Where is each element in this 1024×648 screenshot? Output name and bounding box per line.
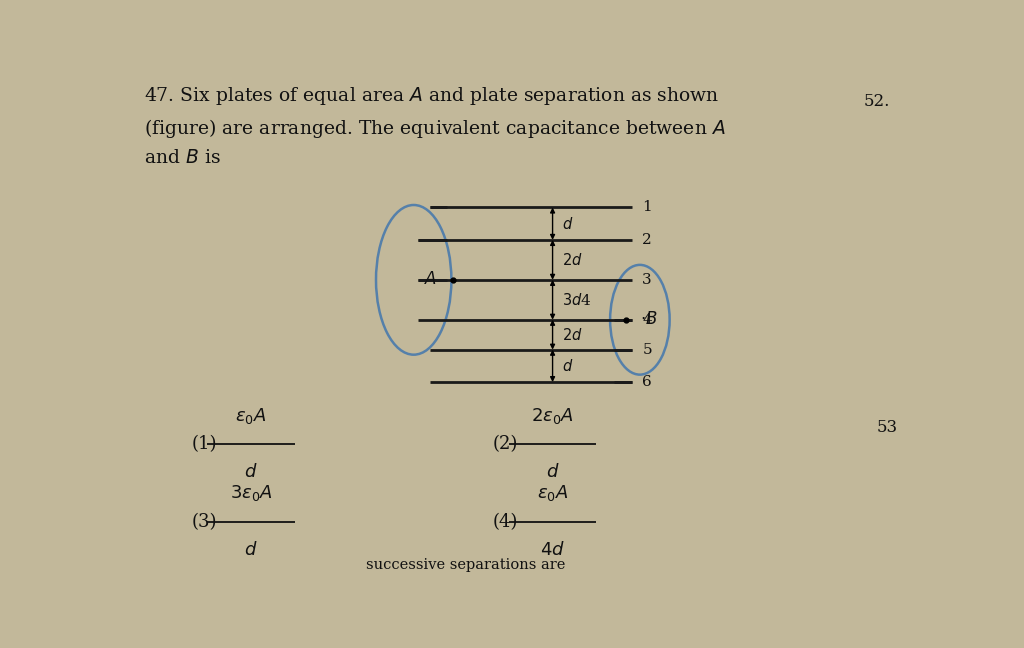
Text: $2d$: $2d$ [562,252,583,268]
Text: $\varepsilon_0 A$: $\varepsilon_0 A$ [537,483,568,503]
Text: $\varepsilon_0 A$: $\varepsilon_0 A$ [236,406,266,426]
Text: $d$: $d$ [562,358,573,374]
Text: 5: 5 [642,343,652,356]
Text: 3: 3 [642,273,652,287]
Text: $d$: $d$ [546,463,559,481]
Text: $3\varepsilon_0 A$: $3\varepsilon_0 A$ [229,483,272,503]
Text: $2d$: $2d$ [562,327,583,343]
Text: 53: 53 [877,419,898,435]
Text: successive separations are: successive separations are [367,558,565,572]
Text: $d$: $d$ [562,216,573,232]
Text: 4: 4 [642,313,652,327]
Text: $4d$: $4d$ [540,541,565,559]
Text: $d$: $d$ [245,541,258,559]
Text: $d$: $d$ [245,463,258,481]
Text: 4: 4 [581,294,590,308]
Text: $A$: $A$ [424,272,437,288]
Text: $2\varepsilon_0 A$: $2\varepsilon_0 A$ [531,406,574,426]
Text: (3): (3) [191,513,217,531]
Text: 1: 1 [642,200,652,214]
Text: (4): (4) [494,513,518,531]
Text: (1): (1) [191,435,217,454]
Text: 6: 6 [642,375,652,389]
Text: $\cdot B$: $\cdot B$ [640,311,657,329]
Text: $3d$: $3d$ [562,292,583,308]
Text: 52.: 52. [863,93,890,110]
Text: 2: 2 [642,233,652,247]
Text: (2): (2) [494,435,518,454]
Text: 47. Six plates of equal area $A$ and plate separation as shown
(figure) are arra: 47. Six plates of equal area $A$ and pla… [143,86,726,167]
